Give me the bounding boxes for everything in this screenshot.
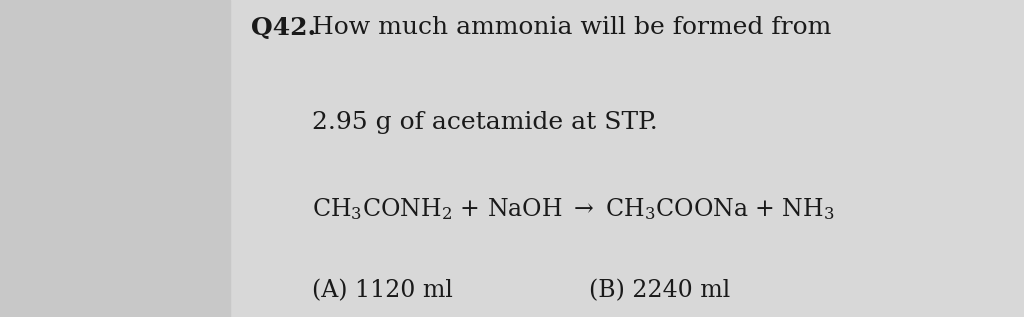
Text: $\mathrm{CH_3CONH_2}$ + NaOH $\rightarrow$ $\mathrm{CH_3COONa}$ + $\mathrm{NH_3}: $\mathrm{CH_3CONH_2}$ + NaOH $\rightarro… bbox=[312, 197, 835, 223]
Text: (B) 2240 ml: (B) 2240 ml bbox=[589, 279, 730, 302]
Text: Q42.: Q42. bbox=[251, 16, 316, 40]
Text: How much ammonia will be formed from: How much ammonia will be formed from bbox=[312, 16, 831, 39]
Text: 2.95 g of acetamide at STP.: 2.95 g of acetamide at STP. bbox=[312, 111, 658, 134]
Text: (A) 1120 ml: (A) 1120 ml bbox=[312, 279, 454, 302]
Bar bbox=[0, 0, 230, 317]
